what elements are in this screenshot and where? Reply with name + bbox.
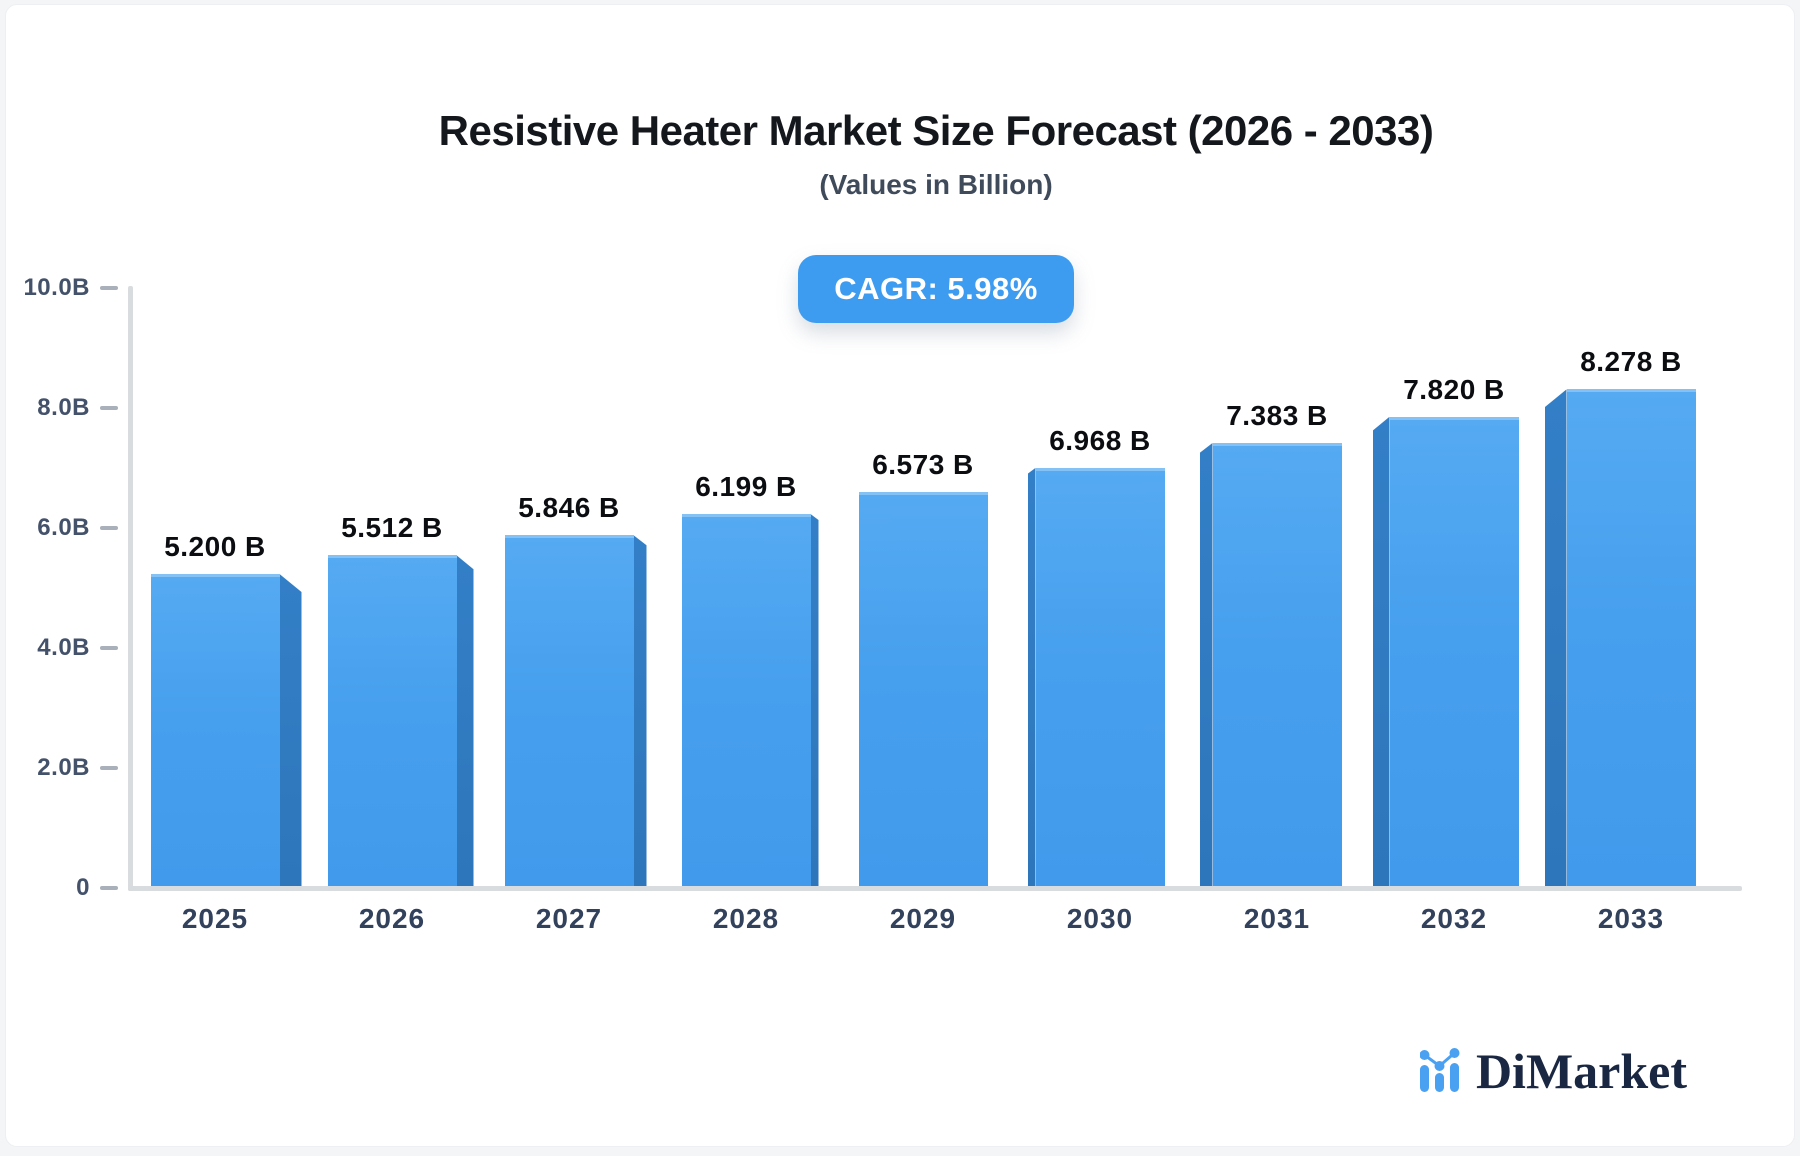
chart-subtitle: (Values in Billion) bbox=[819, 169, 1053, 200]
bar-value-label: 5.846 B bbox=[518, 492, 620, 524]
y-axis-tick bbox=[100, 526, 118, 530]
bar-side-face bbox=[456, 555, 474, 886]
bar-front-face bbox=[1566, 389, 1696, 886]
bar-side-face bbox=[1027, 467, 1036, 886]
mini-chart-icon bbox=[1419, 1048, 1460, 1092]
y-axis-tick bbox=[100, 886, 118, 890]
y-axis-tick bbox=[100, 766, 118, 770]
x-axis-label: 2032 bbox=[1420, 903, 1488, 934]
bar-front-face bbox=[1212, 443, 1342, 886]
bar-side-face bbox=[1544, 389, 1567, 886]
x-axis-label: 2029 bbox=[889, 903, 957, 934]
bar-value-label: 5.200 B bbox=[164, 531, 266, 562]
bar-side-face bbox=[279, 574, 302, 886]
x-axis-line bbox=[128, 886, 1742, 891]
y-axis-tick bbox=[100, 646, 118, 650]
bar-front-face bbox=[504, 535, 634, 886]
bar-value-label: 6.199 B bbox=[695, 471, 797, 503]
bar-value-label: 6.573 B bbox=[872, 448, 974, 480]
x-axis-label: 2030 bbox=[1066, 903, 1134, 934]
y-axis-tick-label: 10.0B bbox=[23, 274, 90, 301]
y-axis-tick-label: 2.0B bbox=[37, 754, 90, 781]
bar-front-face bbox=[1389, 416, 1519, 886]
bar-value-label: 8.278 B bbox=[1580, 346, 1682, 378]
y-axis-tick-label: 6.0B bbox=[37, 514, 90, 541]
brand-logo: DiMarket bbox=[1419, 1043, 1687, 1099]
bar-side-face bbox=[1199, 443, 1213, 886]
chart-header: Resistive Heater Market Size Forecast (2… bbox=[130, 0, 1742, 323]
x-axis-label: 2027 bbox=[535, 903, 603, 934]
y-axis-tick bbox=[100, 406, 118, 410]
bar-front-face bbox=[681, 514, 811, 886]
bar-side-face bbox=[810, 514, 819, 886]
bar-value-label: 7.820 B bbox=[1403, 373, 1505, 405]
cagr-badge: CAGR: 5.98% bbox=[798, 255, 1074, 323]
x-axis-label: 2028 bbox=[712, 903, 780, 934]
bar-side-face bbox=[633, 535, 647, 886]
x-axis-label: 2026 bbox=[358, 903, 426, 934]
bar-front-face bbox=[150, 574, 280, 886]
y-axis-tick-label: 8.0B bbox=[37, 394, 90, 421]
y-axis-tick bbox=[100, 286, 118, 290]
y-axis-line bbox=[128, 286, 133, 891]
bar-front-face bbox=[327, 555, 457, 886]
x-axis-label: 2025 bbox=[181, 903, 249, 934]
x-axis-label: 2031 bbox=[1243, 903, 1311, 934]
bar-value-label: 6.968 B bbox=[1049, 424, 1151, 456]
x-axis-label: 2033 bbox=[1597, 903, 1665, 934]
chart-title: Resistive Heater Market Size Forecast (2… bbox=[438, 107, 1434, 154]
bar-value-label: 7.383 B bbox=[1226, 400, 1328, 432]
y-axis-tick-label: 0 bbox=[76, 874, 90, 901]
bar-value-label: 5.512 B bbox=[341, 512, 443, 544]
bar-front-face bbox=[1035, 467, 1165, 886]
brand-logo-text: DiMarket bbox=[1475, 1043, 1687, 1099]
y-axis-tick-label: 4.0B bbox=[37, 634, 90, 661]
bar-front-face bbox=[858, 491, 988, 886]
bar-side-face bbox=[1372, 416, 1390, 886]
